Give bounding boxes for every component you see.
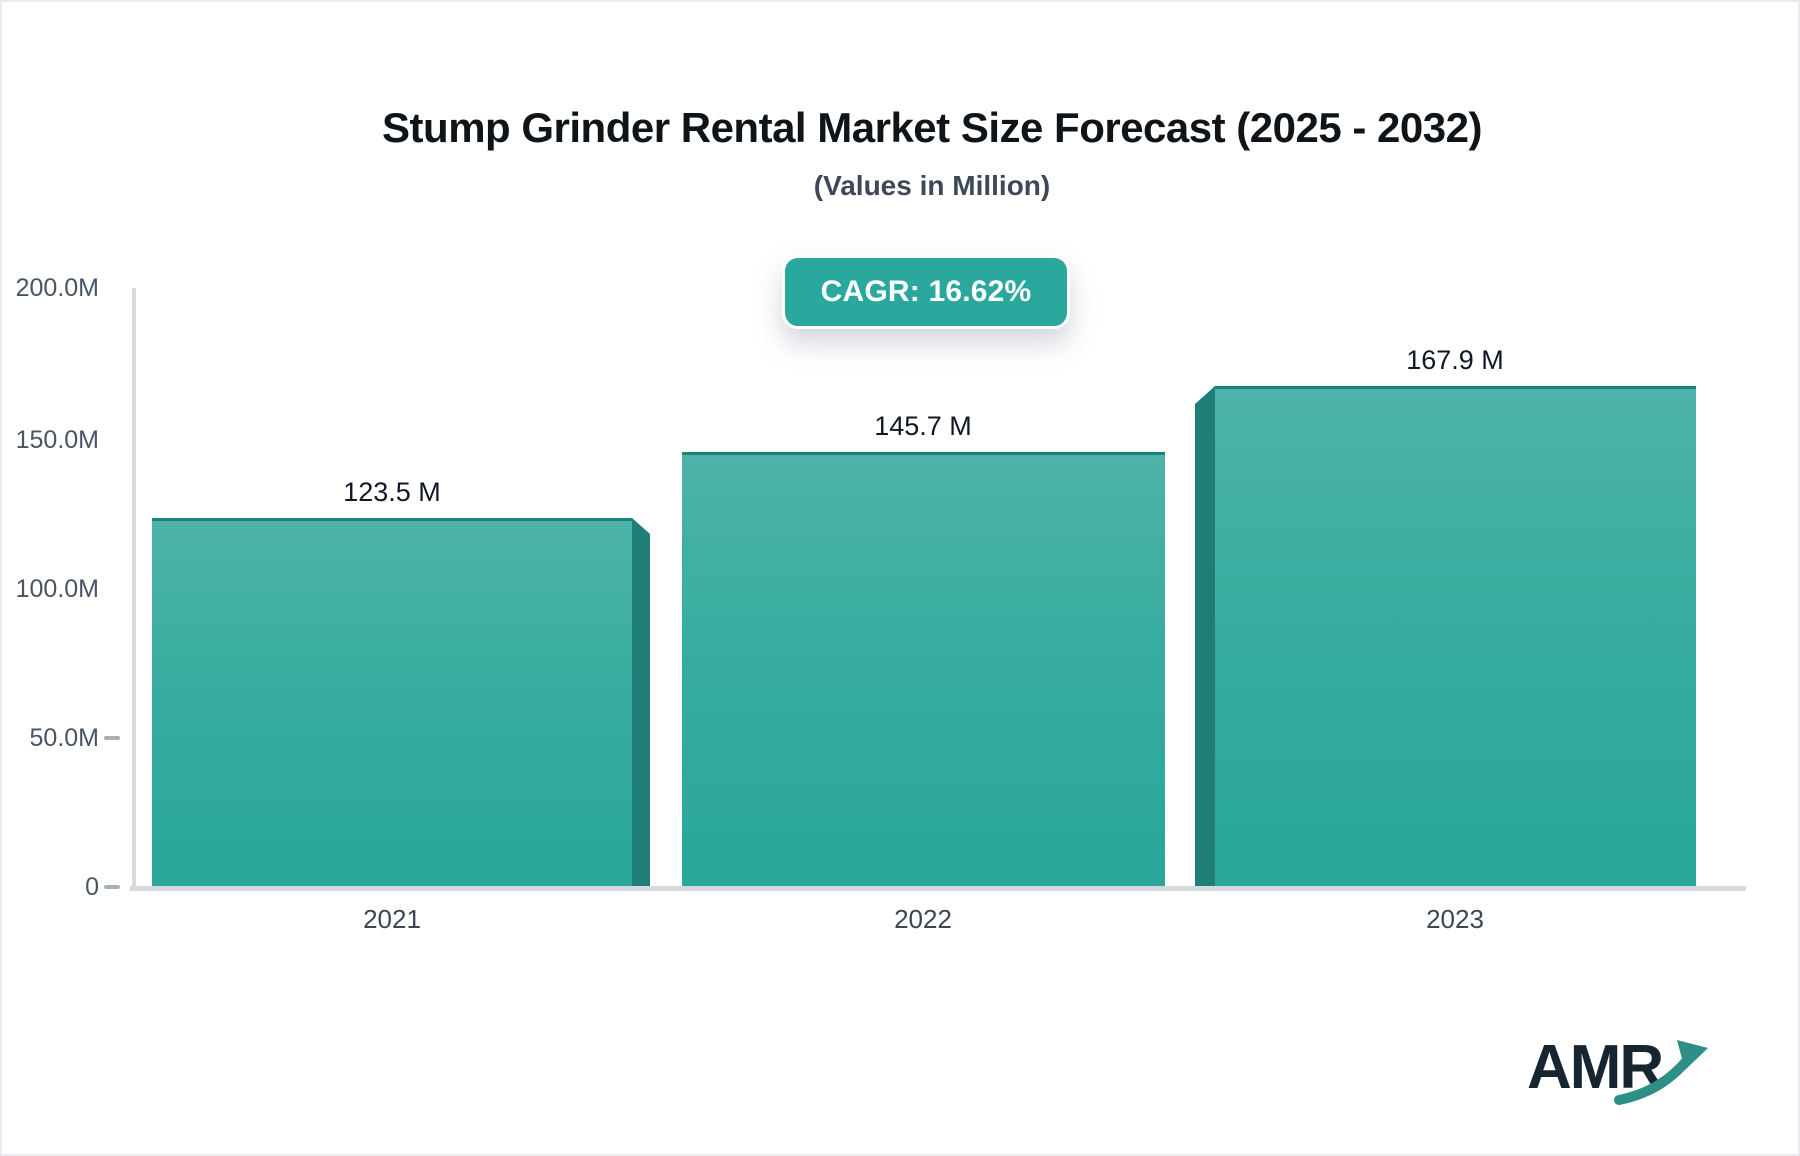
bar-2022[interactable] <box>682 452 1165 886</box>
bar-2023[interactable] <box>1215 386 1696 886</box>
bar-2023-side-shadow <box>1195 386 1215 886</box>
y-tick-label-150: 150.0M <box>15 426 99 454</box>
y-tick-mark-50 <box>104 736 120 740</box>
x-tick-label-2023: 2023 <box>1426 904 1484 934</box>
y-tick-label-100: 100.0M <box>15 575 99 603</box>
chart-subtitle: (Values in Million) <box>813 170 1051 201</box>
cagr-badge-label: CAGR: 16.62% <box>820 275 1032 308</box>
amr-logo: AMR <box>1527 1032 1727 1122</box>
bar-value-label-2021: 123.5 M <box>343 477 441 507</box>
x-tick-label-2021: 2021 <box>363 904 421 934</box>
bar-2021[interactable] <box>152 518 632 886</box>
bar-value-label-2023: 167.9 M <box>1406 345 1504 375</box>
y-axis-line <box>132 288 136 888</box>
chart-title: Stump Grinder Rental Market Size Forecas… <box>382 104 1482 151</box>
cagr-badge: CAGR: 16.62% <box>782 255 1070 329</box>
y-tick-label-50: 50.0M <box>29 724 99 752</box>
y-tick-mark-0 <box>104 885 120 889</box>
x-tick-label-2022: 2022 <box>894 904 952 934</box>
bar-value-label-2022: 145.7 M <box>874 411 972 441</box>
y-tick-label-0: 0 <box>85 873 99 901</box>
trending-up-arrow-icon <box>1614 1040 1708 1105</box>
bar-2021-side-shadow <box>632 518 650 886</box>
y-tick-label-200: 200.0M <box>15 274 99 302</box>
x-axis-line <box>130 886 1746 891</box>
